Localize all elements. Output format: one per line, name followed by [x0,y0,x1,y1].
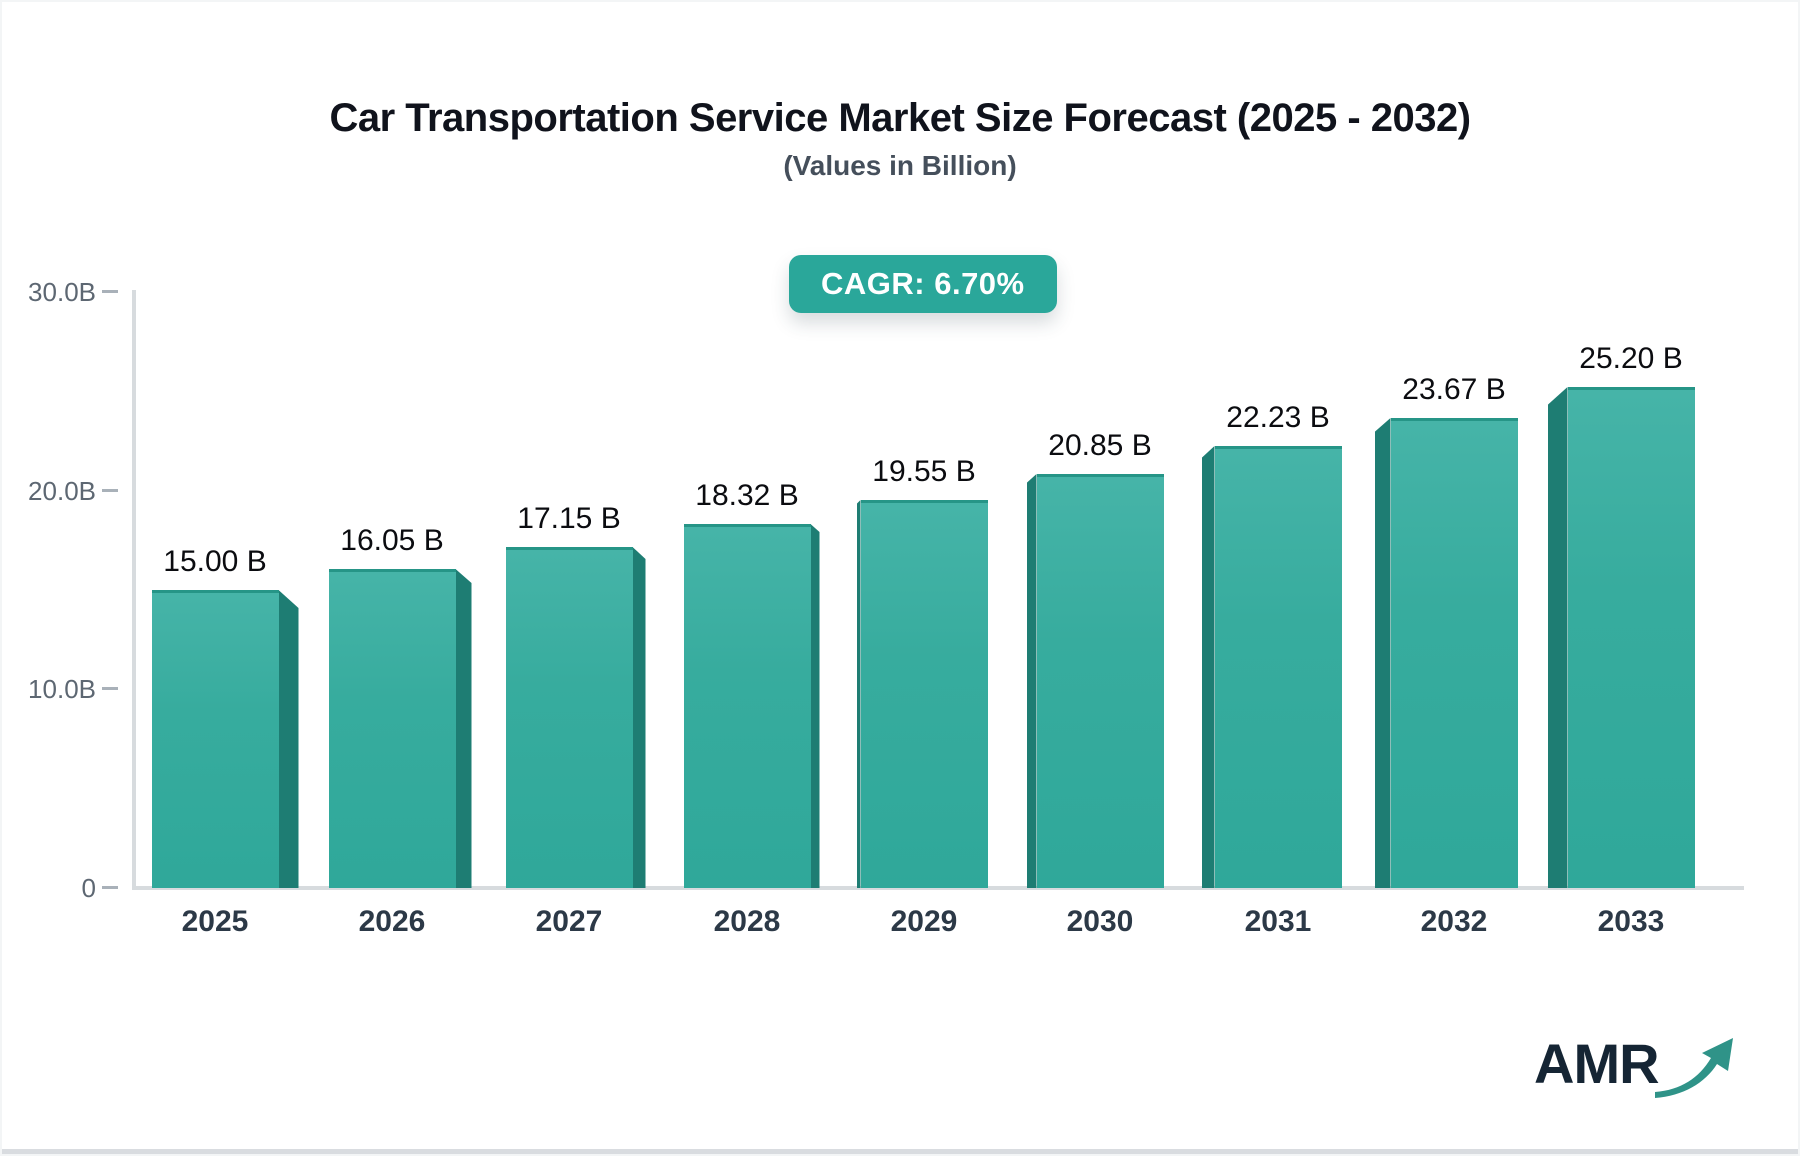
x-axis-label-2032: 2032 [1420,905,1488,938]
bar-value-label-2026: 16.05 B [340,524,444,557]
y-axis-tick-label: 0 [81,873,96,903]
chart-title: Car Transportation Service Market Size F… [329,96,1471,140]
y-axis-line [132,290,136,888]
chart-subtitle: (Values in Billion) [783,150,1017,181]
trend-up-arrow-icon [1654,1038,1733,1098]
bar-2026 [328,569,456,888]
x-axis-label-2027: 2027 [535,905,603,938]
bar-value-label-2028: 18.32 B [695,479,799,512]
x-axis-label-2028: 2028 [713,905,781,938]
amr-logo: AMR [1534,1034,1735,1100]
bar-2032 [1390,418,1518,888]
bar-side-2026 [455,569,472,888]
bar-value-label-2033: 25.20 B [1579,342,1683,375]
bar-side-2030 [1026,474,1037,888]
bar-2030 [1036,474,1164,888]
bar-side-2025 [278,590,299,888]
bar-side-2028 [810,524,820,888]
x-axis-baseline [132,886,1744,890]
bar-2025 [151,590,279,888]
bar-side-2031 [1201,446,1215,888]
bar-value-label-2031: 22.23 B [1226,401,1330,434]
y-axis-tick-mark [102,687,118,691]
bar-side-2027 [632,547,646,888]
y-axis-tick-label: 10.0B [28,674,96,705]
bar-2027 [505,547,633,888]
x-axis-label-2029: 2029 [890,905,958,938]
bar-value-label-2027: 17.15 B [517,502,621,535]
bar-side-2029 [856,500,861,888]
x-axis-label-2025: 2025 [181,905,249,938]
bar-side-2032 [1374,418,1391,888]
y-axis-tick-label: 20.0B [28,475,96,506]
bar-2031 [1214,446,1342,888]
bar-2033 [1567,387,1695,888]
bar-side-2033 [1547,387,1568,888]
y-axis-tick-label: 30.0B [28,277,96,307]
x-axis-label-2033: 2033 [1597,905,1665,938]
x-axis-label-2030: 2030 [1066,905,1134,938]
bar-value-label-2029: 19.55 B [872,455,976,488]
bar-value-label-2030: 20.85 B [1048,429,1152,462]
cagr-badge: CAGR: 6.70% [789,255,1057,313]
x-axis-label-2031: 2031 [1244,905,1312,938]
bottom-border-strip [2,1149,1798,1154]
y-axis-tick-mark [102,488,118,492]
bar-2029 [860,500,988,888]
bar-2028 [683,524,811,888]
bar-value-label-2032: 23.67 B [1402,373,1506,406]
y-axis-tick-mark [102,886,118,889]
amr-logo-text: AMR [1534,1032,1660,1095]
y-axis-tick-mark [102,290,118,293]
bar-value-label-2025: 15.00 B [163,545,267,578]
x-axis-label-2026: 2026 [358,905,426,938]
